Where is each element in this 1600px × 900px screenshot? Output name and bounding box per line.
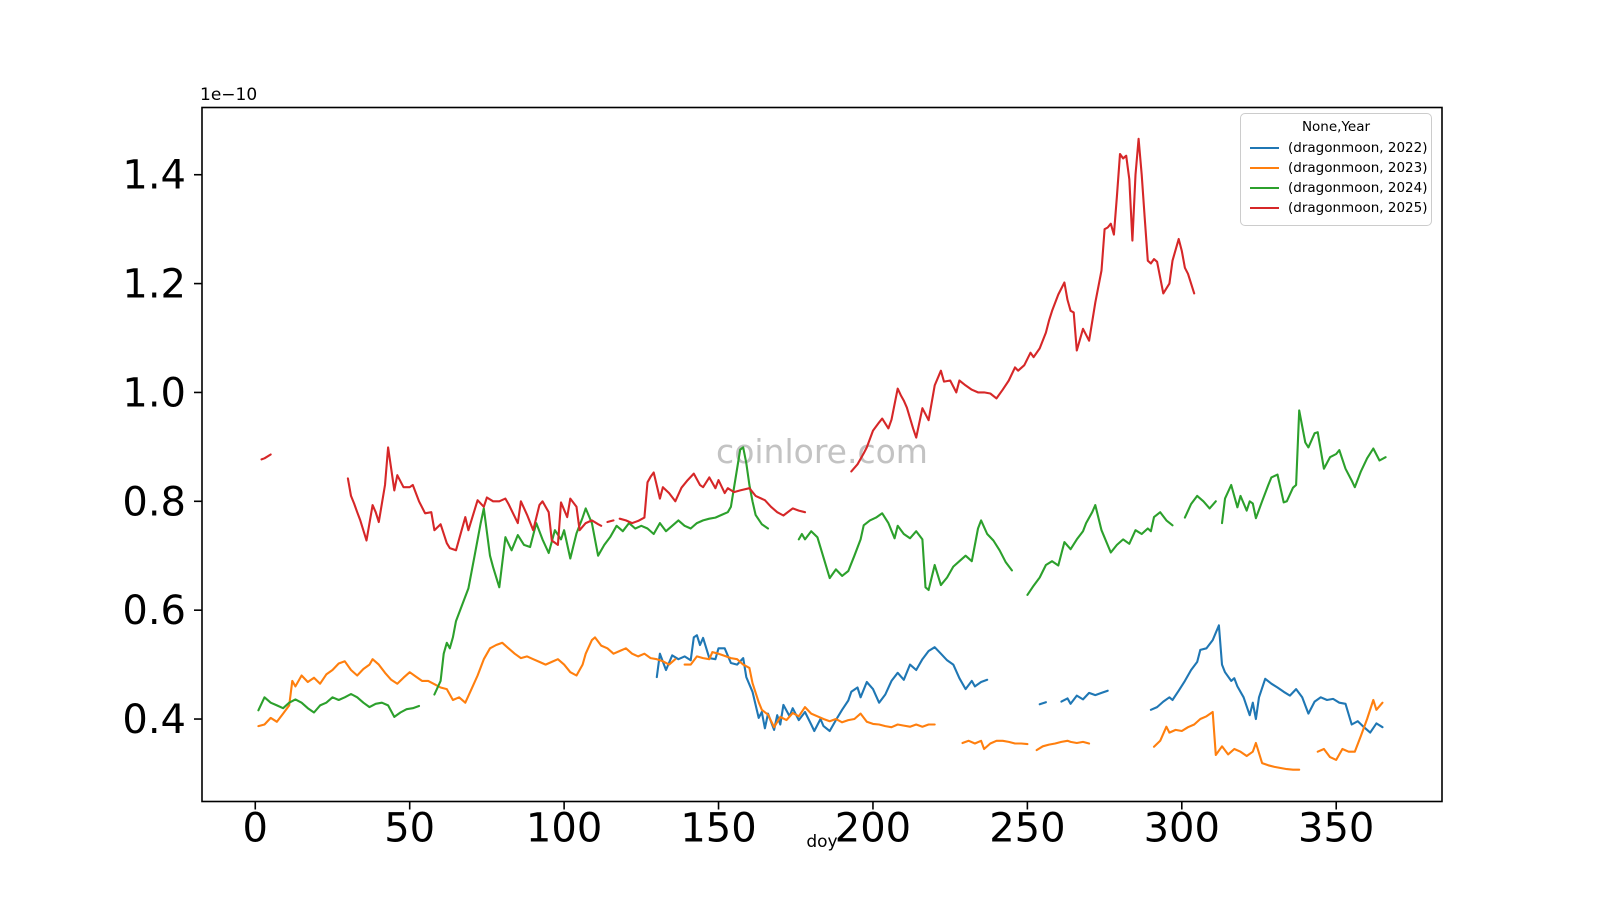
x-tick-label: 300 <box>1144 806 1220 852</box>
legend-label: (dragonmoon, 2023) <box>1288 160 1428 176</box>
legend-entry: (dragonmoon, 2022) <box>1250 138 1427 158</box>
y-tick-label: 1.0 <box>122 370 186 416</box>
series-line-dragonmoon-2024 <box>433 446 770 696</box>
series-line-dragonmoon-2022 <box>655 634 989 733</box>
x-tick-label: 100 <box>526 806 602 852</box>
series-line-dragonmoon-2025 <box>346 446 603 552</box>
legend-entry: (dragonmoon, 2023) <box>1250 158 1427 178</box>
series-line-dragonmoon-2023 <box>961 739 1029 751</box>
series-line-dragonmoon-2024 <box>1220 409 1387 525</box>
x-tick-label: 200 <box>835 806 911 852</box>
series-line-dragonmoon-2023 <box>683 651 936 729</box>
legend-entry: (dragonmoon, 2024) <box>1250 178 1427 198</box>
x-tick-label: 350 <box>1298 806 1374 852</box>
series-line-dragonmoon-2024 <box>1026 504 1174 596</box>
series-line-dragonmoon-2022 <box>1060 689 1109 705</box>
legend-label: (dragonmoon, 2025) <box>1288 200 1428 216</box>
x-tick-label: 150 <box>680 806 756 852</box>
series-line-dragonmoon-2022 <box>1149 624 1384 734</box>
x-axis-label: doy <box>806 832 837 852</box>
series-line-dragonmoon-2025 <box>850 137 1196 473</box>
series-line-dragonmoon-2023 <box>1316 698 1384 761</box>
y-axis-offset-label: 1e−10 <box>200 85 257 105</box>
legend-swatch <box>1250 207 1279 209</box>
legend-label: (dragonmoon, 2024) <box>1288 180 1428 196</box>
x-tick-label: 50 <box>384 806 435 852</box>
series-line-dragonmoon-2022 <box>1038 701 1047 706</box>
legend-swatch <box>1250 167 1279 169</box>
series-line-dragonmoon-2025 <box>618 471 807 525</box>
y-tick-label: 1.4 <box>122 153 186 199</box>
series-line-dragonmoon-2023 <box>1152 710 1301 771</box>
series-line-dragonmoon-2025 <box>606 519 615 524</box>
legend-entry: (dragonmoon, 2025) <box>1250 198 1427 218</box>
legend-title: None,Year <box>1301 119 1371 135</box>
y-tick-label: 1.2 <box>122 262 186 308</box>
legend-swatch <box>1250 187 1279 189</box>
y-tick-label: 0.6 <box>122 588 186 634</box>
plot-area-border <box>201 106 1443 803</box>
series-line-dragonmoon-2025 <box>260 453 272 461</box>
y-tick-label: 0.8 <box>122 479 186 525</box>
x-tick-label: 0 <box>243 806 268 852</box>
series-line-dragonmoon-2024 <box>1183 494 1217 519</box>
series-line-dragonmoon-2023 <box>1035 739 1091 752</box>
y-tick-label: 0.4 <box>122 697 186 743</box>
series-line-dragonmoon-2024 <box>797 512 1013 592</box>
x-tick-label: 250 <box>989 806 1065 852</box>
series-line-dragonmoon-2024 <box>257 692 421 718</box>
legend-swatch <box>1250 147 1279 149</box>
legend: None,Year (dragonmoon, 2022) (dragonmoon,… <box>1240 113 1432 226</box>
legend-rows: (dragonmoon, 2022) (dragonmoon, 2023) (dra… <box>1250 138 1427 218</box>
series-line-dragonmoon-2023 <box>257 636 677 728</box>
legend-label: (dragonmoon, 2022) <box>1288 140 1428 156</box>
watermark: coinlore.com <box>716 432 928 471</box>
